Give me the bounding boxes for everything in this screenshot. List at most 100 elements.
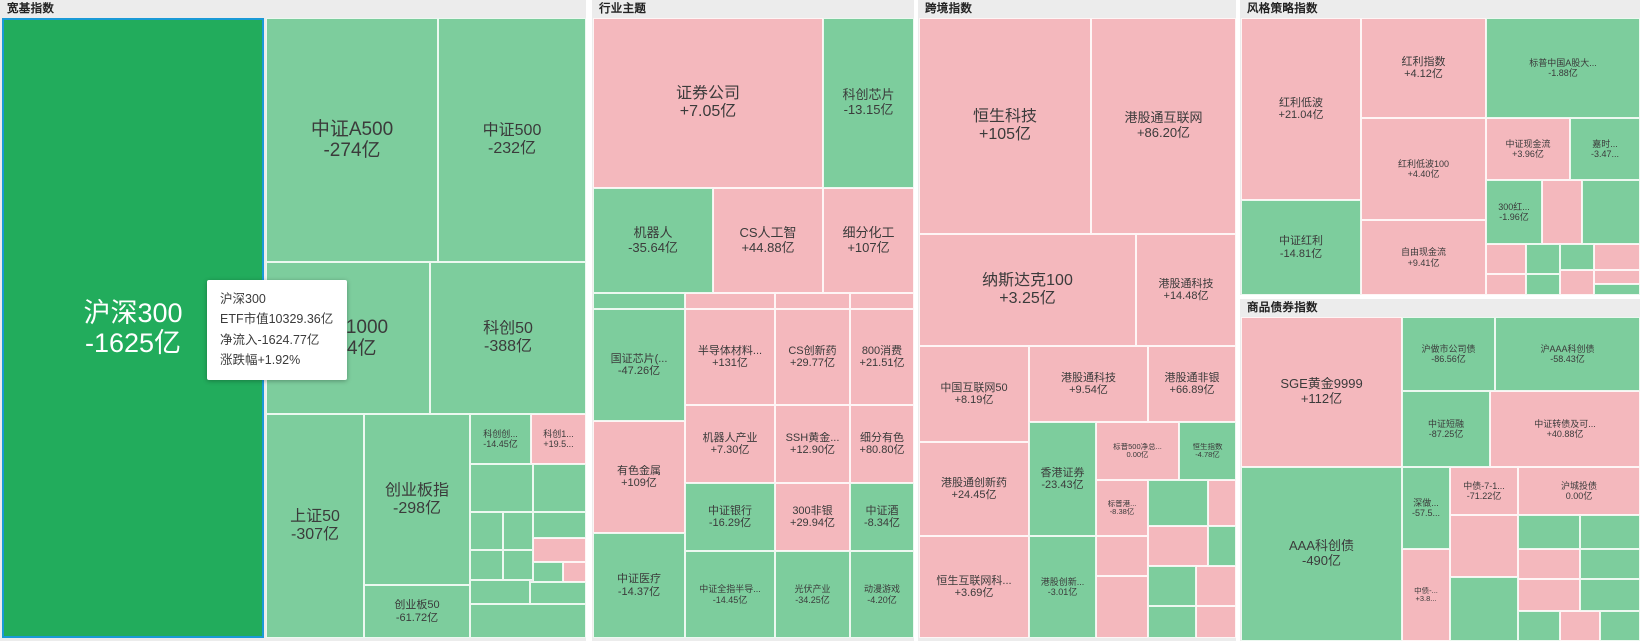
treemap-tile[interactable]: 有色金属 +109亿 xyxy=(593,421,685,533)
treemap-tile[interactable]: 恒生互联网科... +3.69亿 xyxy=(919,536,1029,638)
treemap-tile[interactable] xyxy=(533,538,586,562)
treemap-tile[interactable] xyxy=(1148,606,1196,638)
treemap-tile[interactable] xyxy=(470,464,533,512)
treemap-tile[interactable]: CS创新药 +29.77亿 xyxy=(775,309,850,405)
treemap-tile[interactable] xyxy=(850,293,914,309)
treemap-tile[interactable] xyxy=(1518,611,1560,641)
treemap-tile[interactable]: 港股通互联网 +86.20亿 xyxy=(1091,18,1236,234)
treemap-tile[interactable]: 中证红利 -14.81亿 xyxy=(1241,200,1361,295)
treemap-tile[interactable] xyxy=(1148,480,1208,526)
treemap-tile[interactable]: 沪城投债 0.00亿 xyxy=(1518,467,1640,515)
treemap-tile[interactable]: 动漫游戏 -4.20亿 xyxy=(850,551,914,638)
treemap-tile[interactable]: 标普500净总... 0.00亿 xyxy=(1096,422,1179,480)
treemap-tile[interactable]: 创业板指 -298亿 xyxy=(364,414,470,585)
treemap-tile[interactable]: 标普中国A股大... -1.88亿 xyxy=(1486,18,1640,118)
treemap-tile[interactable] xyxy=(1518,579,1580,611)
treemap-tile[interactable]: 中证全指半导... -14.45亿 xyxy=(685,551,775,638)
treemap-tile[interactable] xyxy=(1560,244,1594,270)
treemap-tile[interactable]: SSH黄金... +12.90亿 xyxy=(775,405,850,483)
treemap-tile[interactable] xyxy=(1196,566,1236,606)
treemap-tile[interactable] xyxy=(1560,270,1594,295)
treemap-tile[interactable]: 细分化工 +107亿 xyxy=(823,188,914,293)
treemap-tile[interactable] xyxy=(1542,180,1582,244)
treemap-tile[interactable]: 嘉时... -3.47... xyxy=(1570,118,1640,180)
treemap-tile[interactable] xyxy=(1208,480,1236,526)
treemap-tile[interactable]: 港股通科技 +14.48亿 xyxy=(1136,234,1236,346)
treemap-tile[interactable]: 机器人产业 +7.30亿 xyxy=(685,405,775,483)
treemap-tile[interactable] xyxy=(1526,274,1560,295)
treemap-tile[interactable]: 红利低波 +21.04亿 xyxy=(1241,18,1361,200)
treemap-tile[interactable] xyxy=(1486,244,1526,274)
treemap-tile[interactable]: 细分有色 +80.80亿 xyxy=(850,405,914,483)
treemap-tile[interactable]: 中证短融 -87.25亿 xyxy=(1402,391,1490,467)
treemap-tile[interactable]: 港股通非银 +66.89亿 xyxy=(1148,346,1236,422)
treemap-tile[interactable] xyxy=(503,512,533,550)
treemap-tile[interactable] xyxy=(1580,515,1640,549)
treemap-tile[interactable]: 港股通创新药 +24.45亿 xyxy=(919,442,1029,536)
treemap-tile[interactable]: 半导体材料... +131亿 xyxy=(685,309,775,405)
treemap-tile[interactable]: 沪做市公司债 -86.56亿 xyxy=(1402,317,1495,391)
treemap-tile[interactable] xyxy=(533,464,586,512)
treemap-tile[interactable]: 纳斯达克100 +3.25亿 xyxy=(919,234,1136,346)
treemap-tile[interactable] xyxy=(503,550,533,580)
treemap-tile[interactable] xyxy=(1148,526,1208,566)
treemap-tile[interactable]: 港股创新... -3.01亿 xyxy=(1029,536,1096,638)
treemap-tile[interactable] xyxy=(775,293,850,309)
treemap-tile[interactable]: 中证酒 -8.34亿 xyxy=(850,483,914,551)
treemap-tile[interactable] xyxy=(1486,274,1526,295)
treemap-tile[interactable]: 科创芯片 -13.15亿 xyxy=(823,18,914,188)
treemap-tile[interactable] xyxy=(1518,549,1580,579)
treemap-tile[interactable]: 沪AAA科创债 -58.43亿 xyxy=(1495,317,1640,391)
treemap-tile[interactable] xyxy=(1580,579,1640,611)
treemap-tile[interactable] xyxy=(1518,515,1580,549)
treemap-tile[interactable] xyxy=(685,293,775,309)
treemap-tile[interactable] xyxy=(1594,270,1640,284)
treemap-tile[interactable] xyxy=(1560,611,1600,641)
treemap-tile[interactable]: SGE黄金9999 +112亿 xyxy=(1241,317,1402,467)
treemap-tile[interactable]: 科创创... -14.45亿 xyxy=(470,414,531,464)
treemap-tile[interactable]: AAA科创债 -490亿 xyxy=(1241,467,1402,641)
treemap-tile[interactable] xyxy=(1096,576,1148,638)
treemap-tile[interactable]: 标普港... -8.38亿 xyxy=(1096,480,1148,536)
treemap-tile[interactable] xyxy=(470,604,586,638)
treemap-tile[interactable] xyxy=(563,562,586,582)
treemap-tile[interactable]: 红利指数 +4.12亿 xyxy=(1361,18,1486,118)
treemap-tile[interactable]: 上证50 -307亿 xyxy=(266,414,364,638)
treemap-tile[interactable] xyxy=(533,562,563,582)
treemap-tile[interactable] xyxy=(1580,549,1640,579)
treemap-tile[interactable] xyxy=(1196,606,1236,638)
treemap-tile[interactable]: 恒生指数 -4.78亿 xyxy=(1179,422,1236,480)
treemap-tile[interactable]: CS人工智 +44.88亿 xyxy=(713,188,823,293)
treemap-tile[interactable]: 科创50 -388亿 xyxy=(430,262,586,414)
treemap-tile[interactable] xyxy=(533,512,586,538)
treemap-tile[interactable] xyxy=(470,580,530,604)
treemap-tile[interactable] xyxy=(1450,577,1518,641)
treemap-tile[interactable]: 恒生科技 +105亿 xyxy=(919,18,1091,234)
treemap-tile[interactable]: 自由现金流 +9.41亿 xyxy=(1361,220,1486,295)
treemap-tile[interactable] xyxy=(1526,244,1560,274)
treemap-tile[interactable]: 中证A500 -274亿 xyxy=(266,18,438,262)
treemap-tile[interactable]: 300非银 +29.94亿 xyxy=(775,483,850,551)
treemap-tile[interactable]: 300红... -1.96亿 xyxy=(1486,180,1542,244)
treemap-tile[interactable] xyxy=(1582,180,1640,244)
treemap-tile[interactable] xyxy=(1594,244,1640,270)
treemap-tile[interactable]: 中证500 -232亿 xyxy=(438,18,586,262)
treemap-tile[interactable]: 港股通科技 +9.54亿 xyxy=(1029,346,1148,422)
treemap-tile[interactable]: 中证银行 -16.29亿 xyxy=(685,483,775,551)
treemap-tile[interactable] xyxy=(470,512,503,550)
treemap-tile[interactable]: 中证医疗 -14.37亿 xyxy=(593,533,685,638)
treemap-tile[interactable] xyxy=(530,582,586,604)
treemap-tile[interactable] xyxy=(593,293,685,309)
treemap-tile[interactable] xyxy=(1594,284,1640,295)
treemap-tile[interactable]: 红利低波100 +4.40亿 xyxy=(1361,118,1486,220)
treemap-tile[interactable] xyxy=(470,550,503,580)
treemap-tile[interactable]: 中证现金流 +3.96亿 xyxy=(1486,118,1570,180)
treemap-tile[interactable]: 800消费 +21.51亿 xyxy=(850,309,914,405)
treemap-tile[interactable]: 证券公司 +7.05亿 xyxy=(593,18,823,188)
treemap-tile[interactable] xyxy=(1208,526,1236,566)
treemap-tile[interactable]: 科创1... +19.5... xyxy=(531,414,586,464)
treemap-tile[interactable]: 光伏产业 -34.25亿 xyxy=(775,551,850,638)
treemap-tile[interactable]: 中证转债及可... +40.88亿 xyxy=(1490,391,1640,467)
treemap-tile[interactable]: 深做... -57.5... xyxy=(1402,467,1450,549)
treemap-tile[interactable]: 中国互联网50 +8.19亿 xyxy=(919,346,1029,442)
